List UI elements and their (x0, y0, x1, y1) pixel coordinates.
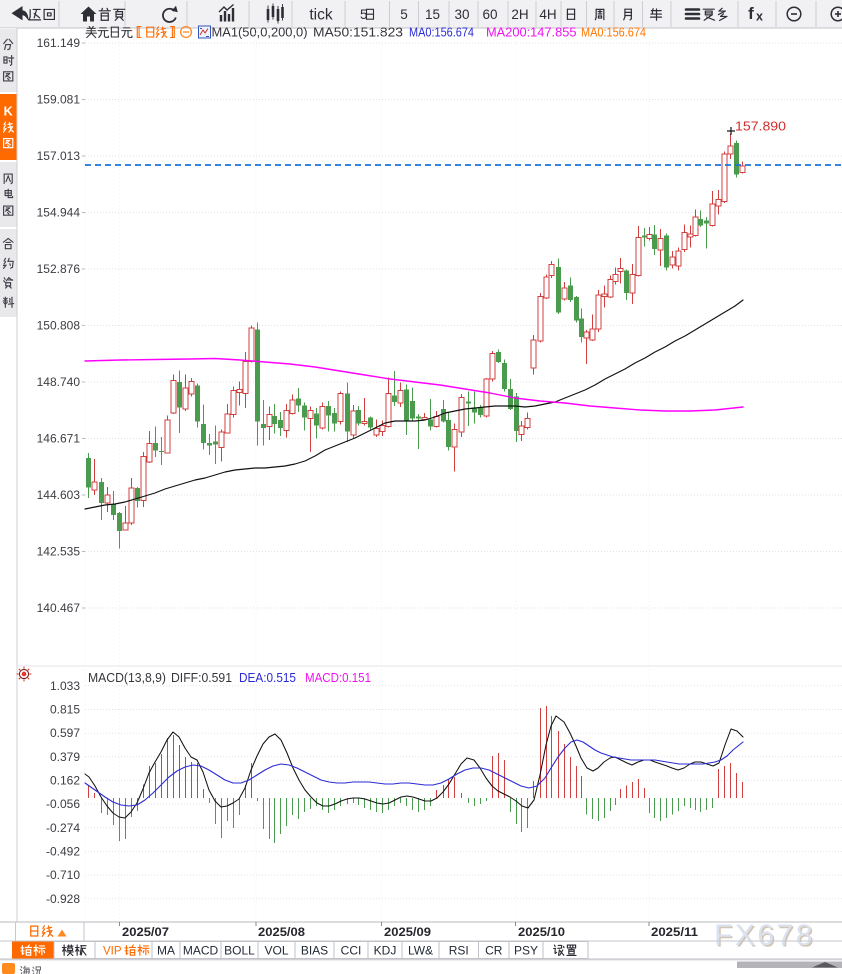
svg-text:BIAS: BIAS (301, 944, 328, 958)
svg-text:x: x (756, 10, 763, 24)
svg-text:60: 60 (482, 7, 497, 22)
svg-text:MA: MA (157, 944, 175, 958)
svg-text:2H: 2H (511, 7, 528, 22)
svg-text:VIP: VIP (103, 946, 122, 958)
svg-text:154.944: 154.944 (37, 206, 81, 220)
svg-text:tick: tick (309, 7, 333, 24)
svg-text:159.081: 159.081 (37, 93, 81, 107)
svg-text:DEA:0.515: DEA:0.515 (239, 671, 296, 685)
svg-text:150.808: 150.808 (37, 319, 81, 333)
svg-text:-0.710: -0.710 (46, 868, 80, 882)
svg-text:15: 15 (425, 7, 440, 22)
svg-text:2025/09: 2025/09 (384, 925, 431, 939)
svg-text:MA1(50,0,200,0): MA1(50,0,200,0) (212, 25, 308, 40)
svg-text:5: 5 (360, 7, 368, 22)
svg-text:5: 5 (400, 7, 408, 22)
svg-text:FX678: FX678 (714, 919, 815, 952)
svg-text:VOL: VOL (264, 944, 288, 958)
svg-text:161.149: 161.149 (37, 36, 81, 50)
svg-text:BOLL: BOLL (224, 944, 255, 958)
svg-text:DIFF:0.591: DIFF:0.591 (171, 671, 232, 685)
svg-text:-0.056: -0.056 (46, 797, 80, 811)
svg-text:CR: CR (485, 944, 503, 958)
svg-text:4H: 4H (539, 7, 556, 22)
svg-text:MACD(13,8,9): MACD(13,8,9) (88, 671, 166, 685)
svg-text:K: K (4, 105, 13, 119)
svg-text:2025/10: 2025/10 (518, 925, 565, 939)
svg-text:CCI: CCI (341, 944, 362, 958)
svg-text:2025/08: 2025/08 (258, 925, 305, 939)
svg-text:MA200:147.855: MA200:147.855 (486, 25, 577, 40)
svg-text:0.815: 0.815 (50, 703, 80, 717)
svg-text:-0.928: -0.928 (46, 892, 80, 906)
svg-text:146.671: 146.671 (37, 432, 81, 446)
svg-text:2025/07: 2025/07 (122, 925, 169, 939)
svg-text:PSY: PSY (514, 944, 538, 958)
svg-text:140.467: 140.467 (37, 601, 81, 615)
svg-text:0.162: 0.162 (50, 773, 80, 787)
svg-text:FX678: FX678 (716, 921, 817, 954)
svg-text:f: f (748, 4, 754, 23)
svg-text:MA0:156.674: MA0:156.674 (581, 25, 646, 40)
svg-text:0.597: 0.597 (50, 726, 80, 740)
svg-text:-0.492: -0.492 (46, 844, 80, 858)
svg-text:157.013: 157.013 (37, 149, 81, 163)
svg-text:MA0:156.674: MA0:156.674 (409, 25, 474, 40)
svg-text:MACD: MACD (183, 944, 219, 958)
svg-text:MACD:0.151: MACD:0.151 (305, 671, 371, 685)
svg-text:-0.274: -0.274 (46, 821, 80, 835)
svg-text:1.033: 1.033 (50, 679, 80, 693)
svg-text:148.740: 148.740 (37, 375, 81, 389)
svg-text:RSI: RSI (449, 944, 469, 958)
svg-text:157.890: 157.890 (735, 120, 786, 134)
svg-text:0.379: 0.379 (50, 750, 80, 764)
svg-text:MA50:151.823: MA50:151.823 (313, 25, 403, 40)
svg-text:142.535: 142.535 (37, 545, 81, 559)
svg-text:144.603: 144.603 (37, 488, 81, 502)
svg-text:KDJ: KDJ (374, 944, 397, 958)
svg-text:152.876: 152.876 (37, 262, 81, 276)
svg-text:2025/11: 2025/11 (651, 925, 698, 939)
svg-text:LW&: LW& (408, 944, 433, 958)
svg-text:30: 30 (454, 7, 469, 22)
